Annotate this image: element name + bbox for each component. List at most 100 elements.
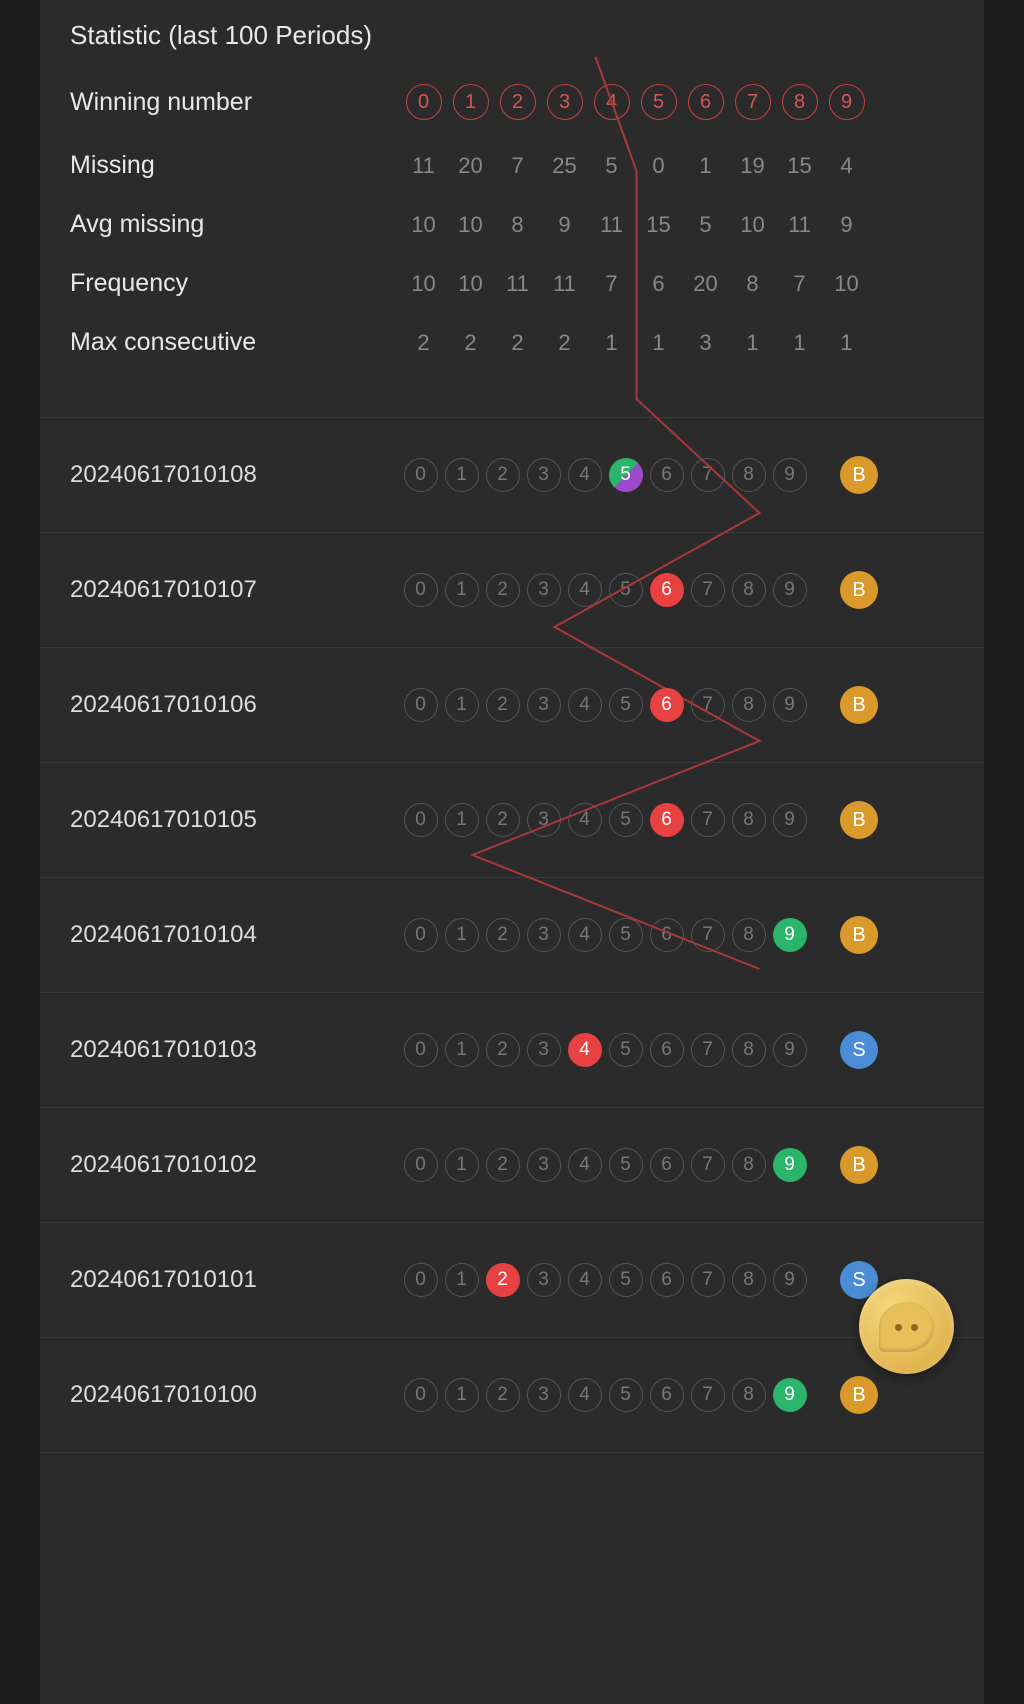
period-id: 20240617010103 (70, 1036, 400, 1064)
stat-value: 20 (682, 271, 729, 297)
period-number-cell: 7 (687, 571, 728, 609)
period-number-cell: 1 (441, 456, 482, 494)
period-numbers: 0123456789 (400, 1376, 810, 1414)
period-number-cell: 0 (400, 801, 441, 839)
stat-value: 1 (635, 330, 682, 356)
period-number-cell: 6 (646, 1261, 687, 1299)
period-row[interactable]: 202406170101010123456789S (40, 1223, 984, 1338)
stat-row: Missing112072550119154 (70, 151, 954, 180)
period-number-cell: 9 (769, 1261, 810, 1299)
period-number-cell: 9 (769, 916, 810, 954)
period-numbers: 0123456789 (400, 1146, 810, 1184)
period-row[interactable]: 202406170101060123456789B (40, 648, 984, 763)
period-id: 20240617010100 (70, 1381, 400, 1409)
period-row[interactable]: 202406170101000123456789 B (40, 1338, 984, 1453)
stat-values: 112072550119154 (400, 153, 870, 179)
header-number: 4 (588, 83, 635, 121)
stat-value: 15 (776, 153, 823, 179)
chat-button[interactable] (859, 1279, 954, 1374)
period-number-cell: 3 (523, 1031, 564, 1069)
period-number-cell: 7 (687, 686, 728, 724)
stats-section: Statistic (last 100 Periods) Winning num… (40, 20, 984, 417)
stat-value: 11 (776, 212, 823, 238)
stat-value: 5 (588, 153, 635, 179)
header-number: 6 (682, 83, 729, 121)
period-number-cell: 2 (482, 916, 523, 954)
stat-value: 2 (400, 330, 447, 356)
period-section: 202406170101080123456789B202406170101070… (40, 417, 984, 1453)
stat-value: 10 (400, 271, 447, 297)
header-number: 3 (541, 83, 588, 121)
period-row[interactable]: 202406170101020123456789B (40, 1108, 984, 1223)
period-number-cell: 8 (728, 1376, 769, 1414)
period-number-cell: 1 (441, 916, 482, 954)
stat-value: 7 (776, 271, 823, 297)
stat-value: 20 (447, 153, 494, 179)
statistics-container: Statistic (last 100 Periods) Winning num… (40, 0, 984, 1704)
period-numbers: 0123456789 (400, 916, 810, 954)
stat-value: 5 (682, 212, 729, 238)
stat-label: Missing (70, 151, 400, 180)
period-number-cell: 5 (605, 686, 646, 724)
period-number-cell: 1 (441, 801, 482, 839)
period-number-cell: 2 (482, 801, 523, 839)
period-number-cell: 3 (523, 571, 564, 609)
period-number-cell: 7 (687, 1031, 728, 1069)
stats-title: Statistic (last 100 Periods) (70, 20, 954, 51)
period-number-cell: 0 (400, 456, 441, 494)
stat-value: 11 (588, 212, 635, 238)
period-badge: B (840, 916, 878, 954)
period-row[interactable]: 202406170101030123456789S (40, 993, 984, 1108)
period-row[interactable]: 202406170101080123456789B (40, 418, 984, 533)
period-row[interactable]: 202406170101070123456789B (40, 533, 984, 648)
period-row[interactable]: 202406170101040123456789 B (40, 878, 984, 993)
period-number-cell: 6 (646, 1146, 687, 1184)
stat-label: Frequency (70, 269, 400, 298)
stat-values: 1010891115510119 (400, 212, 870, 238)
period-numbers: 0123456789 (400, 456, 810, 494)
period-number-cell: 9 (769, 1146, 810, 1184)
period-number-cell: 6 (646, 456, 687, 494)
stat-row: Avg missing1010891115510119 (70, 210, 954, 239)
period-badge: B (840, 1376, 878, 1414)
period-number-cell: 6 (646, 916, 687, 954)
period-id: 20240617010108 (70, 461, 400, 489)
period-number-cell: 9 (769, 456, 810, 494)
period-badge: B (840, 686, 878, 724)
period-number-cell: 9 (769, 1031, 810, 1069)
stat-value: 1 (729, 330, 776, 356)
period-number-cell: 3 (523, 1376, 564, 1414)
period-number-cell: 4 (564, 1376, 605, 1414)
header-number: 7 (729, 83, 776, 121)
stat-value: 7 (494, 153, 541, 179)
period-number-cell: 4 (564, 571, 605, 609)
period-number-cell: 5 (605, 1261, 646, 1299)
header-number: 8 (776, 83, 823, 121)
header-number: 1 (447, 83, 494, 121)
period-number-cell: 3 (523, 801, 564, 839)
period-number-cell: 0 (400, 571, 441, 609)
period-number-cell: 9 (769, 801, 810, 839)
period-number-cell: 3 (523, 686, 564, 724)
stat-value: 9 (823, 212, 870, 238)
period-number-cell: 1 (441, 571, 482, 609)
period-number-cell: 5 (605, 571, 646, 609)
stat-value: 3 (682, 330, 729, 356)
period-number-cell: 1 (441, 1031, 482, 1069)
period-id: 20240617010104 (70, 921, 400, 949)
period-numbers: 0123456789 (400, 1261, 810, 1299)
stat-value: 8 (494, 212, 541, 238)
stat-row: Winning number0123456789 (70, 83, 954, 121)
period-number-cell: 4 (564, 1031, 605, 1069)
stat-values: 2222113111 (400, 330, 870, 356)
stat-value: 8 (729, 271, 776, 297)
period-number-cell: 4 (564, 1261, 605, 1299)
period-badge: B (840, 571, 878, 609)
stat-value: 10 (447, 271, 494, 297)
period-number-cell: 7 (687, 1261, 728, 1299)
period-number-cell: 9 (769, 1376, 810, 1414)
period-number-cell: 7 (687, 916, 728, 954)
stat-values: 1010111176208710 (400, 271, 870, 297)
period-id: 20240617010106 (70, 691, 400, 719)
period-row[interactable]: 202406170101050123456789B (40, 763, 984, 878)
